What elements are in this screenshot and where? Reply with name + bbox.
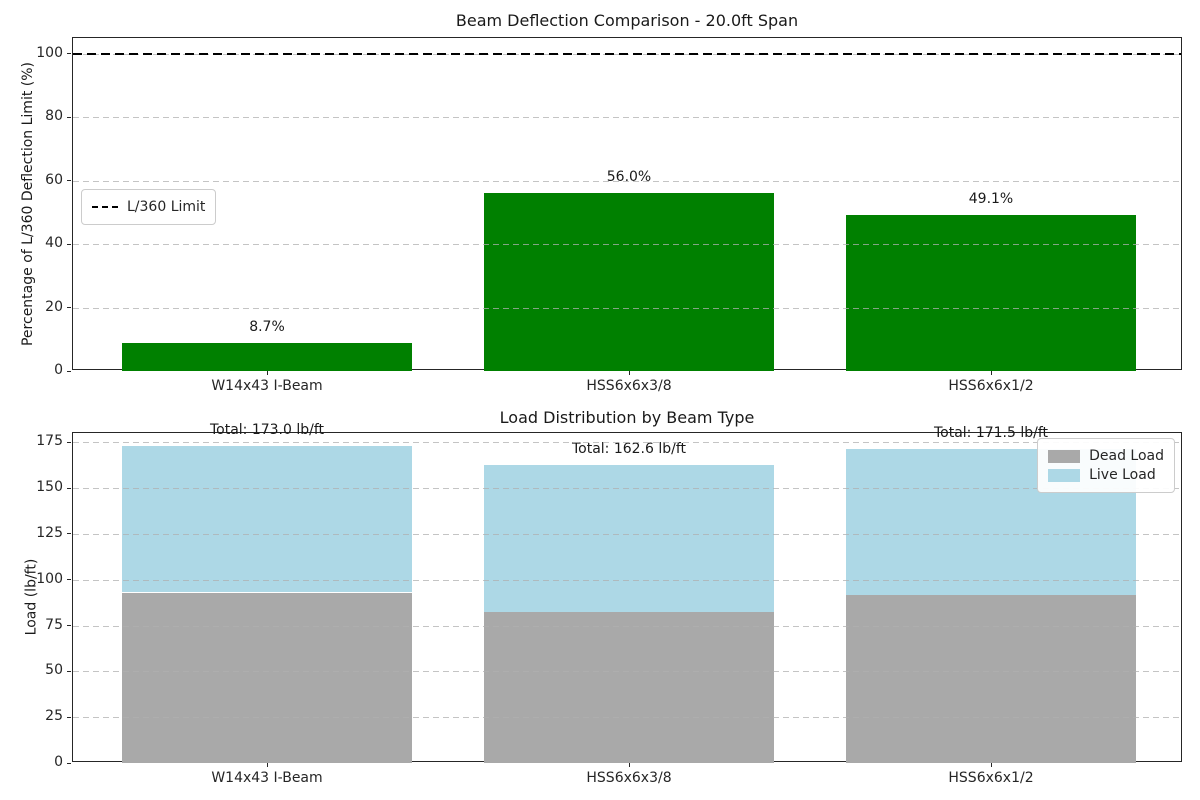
y-tick-mark-80 xyxy=(67,116,71,118)
x-tick-label-hss6x6x1-2: HSS6x6x1/2 xyxy=(948,770,1034,786)
bar-segment-live-load-w14x43-i-beam xyxy=(122,445,412,593)
y-tick-label-125: 125 xyxy=(36,524,63,541)
bar-hss6x6x3-8 xyxy=(484,193,774,371)
y-tick-mark-50 xyxy=(67,670,71,672)
y-tick-mark-0 xyxy=(67,762,71,764)
y-tick-label-20: 20 xyxy=(45,298,63,315)
x-tick-label-hss6x6x3-8: HSS6x6x3/8 xyxy=(586,770,672,786)
y-gridline-75 xyxy=(73,625,1181,627)
y-tick-label-175: 175 xyxy=(36,433,63,450)
legend-label-l-360-limit: L/360 Limit xyxy=(127,199,206,215)
dead-load-color-swatch xyxy=(1048,449,1081,463)
deflection-chart-title: Beam Deflection Comparison - 20.0ft Span xyxy=(455,11,799,30)
y-tick-mark-100 xyxy=(67,53,71,55)
deflection-plot-area: 8.7% 56.0% 49.1% 0 20 40 60 80 100 W14x43 I-Beam H… xyxy=(36,37,1182,394)
deflection-y-axis-label-box: Percentage of L/360 Deflection Limit (%) xyxy=(15,37,41,370)
load-chart-title: Load Distribution by Beam Type xyxy=(499,408,755,427)
y-tick-mark-25 xyxy=(67,716,71,718)
x-tick-mark-w14x43-i-beam xyxy=(266,763,268,767)
legend-label-dead-load: Dead Load xyxy=(1089,448,1164,464)
legend-label-live-load: Live Load xyxy=(1089,467,1156,483)
x-tick-label-hss6x6x3-8: HSS6x6x3/8 xyxy=(586,378,672,394)
y-tick-mark-125 xyxy=(67,533,71,535)
y-tick-label-100: 100 xyxy=(36,44,63,61)
y-gridline-175 xyxy=(73,442,1181,444)
y-tick-mark-20 xyxy=(67,307,71,309)
y-tick-label-80: 80 xyxy=(45,108,63,125)
y-tick-mark-150 xyxy=(67,487,71,489)
total-annotation-hss6x6x3-8: Total: 162.6 lb/ft xyxy=(571,440,687,457)
bar-segment-dead-load-w14x43-i-beam xyxy=(122,592,412,763)
x-tick-mark-hss6x6x1-2 xyxy=(990,763,992,767)
y-gridline-100 xyxy=(73,579,1181,581)
legend-box: L/360 Limit xyxy=(81,189,217,225)
live-load-color-swatch xyxy=(1048,468,1081,482)
y-gridline-25 xyxy=(73,717,1181,719)
y-tick-label-50: 50 xyxy=(45,662,63,679)
x-tick-label-hss6x6x1-2: HSS6x6x1/2 xyxy=(948,378,1034,394)
y-gridline-40 xyxy=(73,244,1181,246)
y-tick-label-0: 0 xyxy=(54,754,63,770)
bar-segment-live-load-hss6x6x3-8 xyxy=(484,464,774,612)
x-tick-mark-hss6x6x1-2 xyxy=(990,371,992,375)
deflection-limit-line xyxy=(73,52,1181,55)
total-annotation-hss6x6x1-2: Total: 171.5 lb/ft xyxy=(933,424,1049,441)
y-tick-mark-0 xyxy=(67,370,71,372)
y-tick-label-0: 0 xyxy=(54,362,63,378)
y-gridline-150 xyxy=(73,488,1181,489)
y-tick-mark-75 xyxy=(67,625,71,626)
y-tick-label-25: 25 xyxy=(45,708,63,725)
value-annotation-hss6x6x3-8: 56.0% xyxy=(606,169,652,186)
y-gridline-20 xyxy=(73,307,1181,309)
x-tick-mark-w14x43-i-beam xyxy=(266,371,268,375)
bar-segment-dead-load-hss6x6x1-2 xyxy=(846,595,1136,763)
total-annotation-w14x43-i-beam: Total: 173.0 lb/ft xyxy=(209,421,325,438)
y-tick-label-150: 150 xyxy=(36,479,63,495)
x-tick-mark-hss6x6x3-8 xyxy=(628,763,630,767)
legend-entry-l-360-limit: L/360 Limit xyxy=(92,199,205,215)
bar-w14x43-i-beam xyxy=(122,343,412,371)
bar-segment-dead-load-hss6x6x3-8 xyxy=(484,611,774,763)
y-tick-mark-60 xyxy=(67,180,71,182)
legend-entry-dead-load: Dead Load xyxy=(1048,448,1164,464)
y-tick-mark-175 xyxy=(67,441,71,443)
y-tick-label-100: 100 xyxy=(36,570,63,587)
legend-box: Dead Load Live Load xyxy=(1037,438,1175,493)
y-tick-label-60: 60 xyxy=(45,171,63,188)
y-gridline-60 xyxy=(73,180,1181,182)
x-tick-mark-hss6x6x3-8 xyxy=(628,371,630,375)
value-annotation-w14x43-i-beam: 8.7% xyxy=(249,319,285,336)
value-annotation-hss6x6x1-2: 49.1% xyxy=(968,191,1014,208)
y-tick-mark-40 xyxy=(67,243,71,245)
y-tick-label-75: 75 xyxy=(45,616,63,633)
bar-hss6x6x1-2 xyxy=(846,215,1136,371)
x-tick-label-w14x43-i-beam: W14x43 I-Beam xyxy=(211,770,323,786)
y-gridline-125 xyxy=(73,533,1181,535)
dashed-line-swatch xyxy=(92,206,118,208)
y-tick-mark-100 xyxy=(67,579,71,581)
load-plot-area: Total: 173.0 lb/ft Total: 162.6 lb/ft Tota… xyxy=(36,422,1182,786)
x-tick-label-w14x43-i-beam: W14x43 I-Beam xyxy=(211,378,323,394)
y-gridline-50 xyxy=(73,671,1181,673)
y-tick-label-40: 40 xyxy=(45,235,63,252)
y-gridline-80 xyxy=(73,117,1181,119)
legend-entry-live-load: Live Load xyxy=(1048,467,1164,483)
